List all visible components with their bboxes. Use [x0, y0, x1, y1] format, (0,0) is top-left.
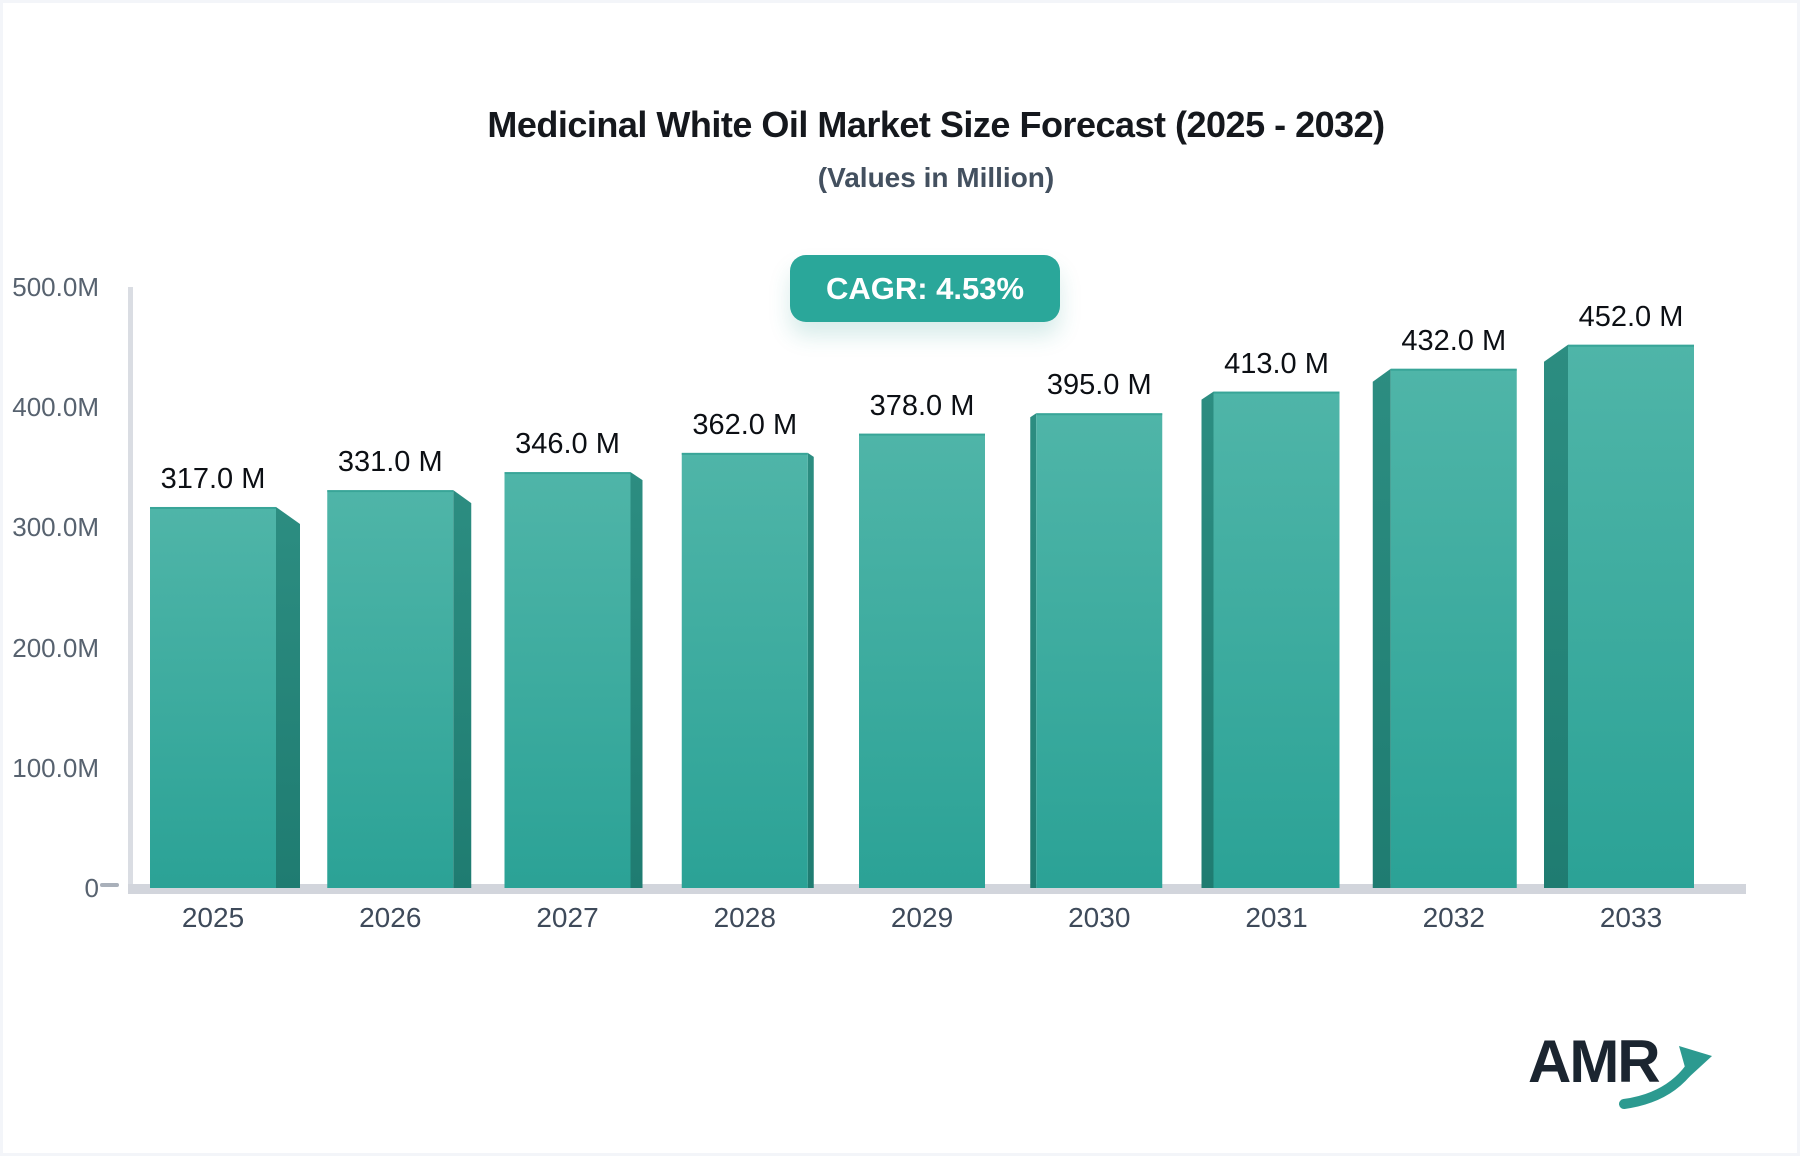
- bar-value-label-2033: 452.0 M: [1578, 300, 1684, 333]
- x-axis-label-2026: 2026: [359, 902, 422, 933]
- x-axis-label-2029: 2029: [890, 902, 954, 933]
- growth-arrow-icon: [1619, 1046, 1712, 1109]
- bar-2031: [1201, 391, 1340, 888]
- cagr-badge: CAGR: 4.53%: [790, 255, 1060, 322]
- x-axis-label-2033: 2033: [1599, 902, 1663, 933]
- y-axis-label-0: 0: [84, 873, 99, 903]
- bar-2029: [859, 433, 985, 888]
- x-axis-label-2031: 2031: [1245, 902, 1308, 933]
- x-axis-label-2032: 2032: [1422, 902, 1485, 933]
- x-axis-baseline: [128, 884, 1746, 894]
- amr-logo-text: AMR: [1528, 1028, 1661, 1095]
- x-axis-label-2028: 2028: [713, 902, 776, 933]
- x-axis-label-2027: 2027: [536, 902, 599, 933]
- bar-2025: [150, 506, 300, 888]
- x-axis-label-2025: 2025: [181, 902, 245, 933]
- bar-2032: [1372, 368, 1517, 889]
- page-title: Medicinal White Oil Market Size Forecast…: [487, 104, 1385, 145]
- y-axis-label-500.0M: 500.0M: [12, 272, 99, 302]
- chart-header: Medicinal White Oil Market Size Forecast…: [130, 0, 1742, 195]
- bar-value-label-2028: 362.0 M: [692, 408, 798, 441]
- bar-2027: [504, 472, 643, 888]
- y-axis-label-300.0M: 300.0M: [12, 512, 99, 543]
- bar-2033: [1544, 344, 1694, 888]
- bar-value-label-2032: 432.0 M: [1401, 324, 1507, 357]
- y-axis-label-100.0M: 100.0M: [12, 752, 99, 783]
- y-axis-line: [128, 287, 133, 890]
- zero-tick-mark: [100, 883, 119, 887]
- bar-2026: [327, 490, 472, 888]
- bar-value-label-2026: 331.0 M: [337, 446, 443, 479]
- cagr-badge-label: CAGR: 4.53%: [825, 270, 1025, 306]
- y-axis-label-200.0M: 200.0M: [12, 632, 99, 663]
- x-axis-label-2030: 2030: [1068, 902, 1131, 933]
- bar-value-label-2025: 317.0 M: [160, 462, 266, 495]
- bar-value-label-2029: 378.0 M: [869, 389, 975, 422]
- bar-value-label-2030: 395.0 M: [1046, 369, 1152, 402]
- bar-value-label-2027: 346.0 M: [515, 428, 620, 461]
- bar-2028: [681, 452, 814, 888]
- bar-value-label-2031: 413.0 M: [1224, 347, 1329, 380]
- bar-2030: [1030, 413, 1163, 888]
- y-axis-label-400.0M: 400.0M: [12, 392, 99, 423]
- amr-logo: AMR: [1528, 1032, 1718, 1122]
- chart-subtitle: (Values in Million): [817, 162, 1055, 193]
